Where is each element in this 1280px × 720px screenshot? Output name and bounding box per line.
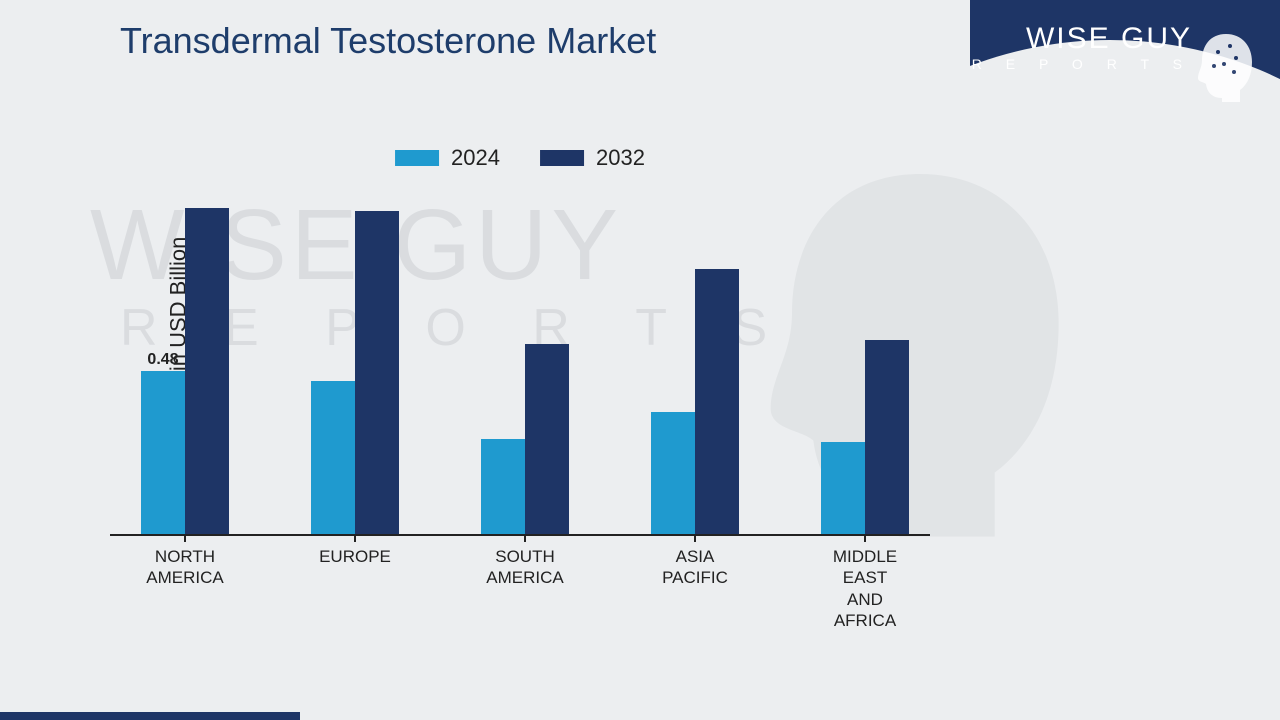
category-label: MIDDLEEASTANDAFRICA bbox=[800, 546, 930, 631]
x-tick bbox=[354, 534, 356, 542]
brand-line1: WISE GUY bbox=[972, 22, 1192, 56]
bar-2024 bbox=[821, 442, 865, 534]
legend-label-2032: 2032 bbox=[596, 145, 645, 171]
legend-swatch-2032 bbox=[540, 150, 584, 166]
chart-area: Market Size in USD Billion 2024 2032 0.4… bbox=[100, 150, 940, 580]
brand-line2: R E P O R T S bbox=[972, 56, 1192, 72]
legend-swatch-2024 bbox=[395, 150, 439, 166]
brand-head-icon bbox=[1196, 32, 1256, 102]
plot-area: 0.48NORTHAMERICAEUROPESOUTHAMERICAASIAPA… bbox=[110, 196, 930, 536]
bar-2032 bbox=[525, 344, 569, 534]
legend-item-2032: 2032 bbox=[540, 145, 645, 171]
legend-label-2024: 2024 bbox=[451, 145, 500, 171]
category-label: SOUTHAMERICA bbox=[460, 546, 590, 589]
bar-2032 bbox=[865, 340, 909, 534]
x-tick bbox=[184, 534, 186, 542]
category-label: EUROPE bbox=[290, 546, 420, 567]
x-tick bbox=[694, 534, 696, 542]
legend: 2024 2032 bbox=[395, 145, 645, 171]
category-label: ASIAPACIFIC bbox=[630, 546, 760, 589]
bar-2032 bbox=[695, 269, 739, 534]
bottom-accent-bar bbox=[0, 712, 300, 720]
right-panel bbox=[970, 0, 1280, 720]
chart-title: Transdermal Testosterone Market bbox=[120, 20, 656, 62]
bar-2032 bbox=[185, 208, 229, 534]
legend-item-2024: 2024 bbox=[395, 145, 500, 171]
brand-logo: WISE GUY R E P O R T S bbox=[1036, 22, 1256, 72]
bar-2024 bbox=[481, 439, 525, 534]
bar-2024 bbox=[651, 412, 695, 534]
bar-2032 bbox=[355, 211, 399, 534]
x-tick bbox=[524, 534, 526, 542]
bar-2024 bbox=[311, 381, 355, 534]
bar-value-label: 0.48 bbox=[141, 351, 185, 371]
bar-2024 bbox=[141, 371, 185, 534]
x-tick bbox=[864, 534, 866, 542]
category-label: NORTHAMERICA bbox=[120, 546, 250, 589]
